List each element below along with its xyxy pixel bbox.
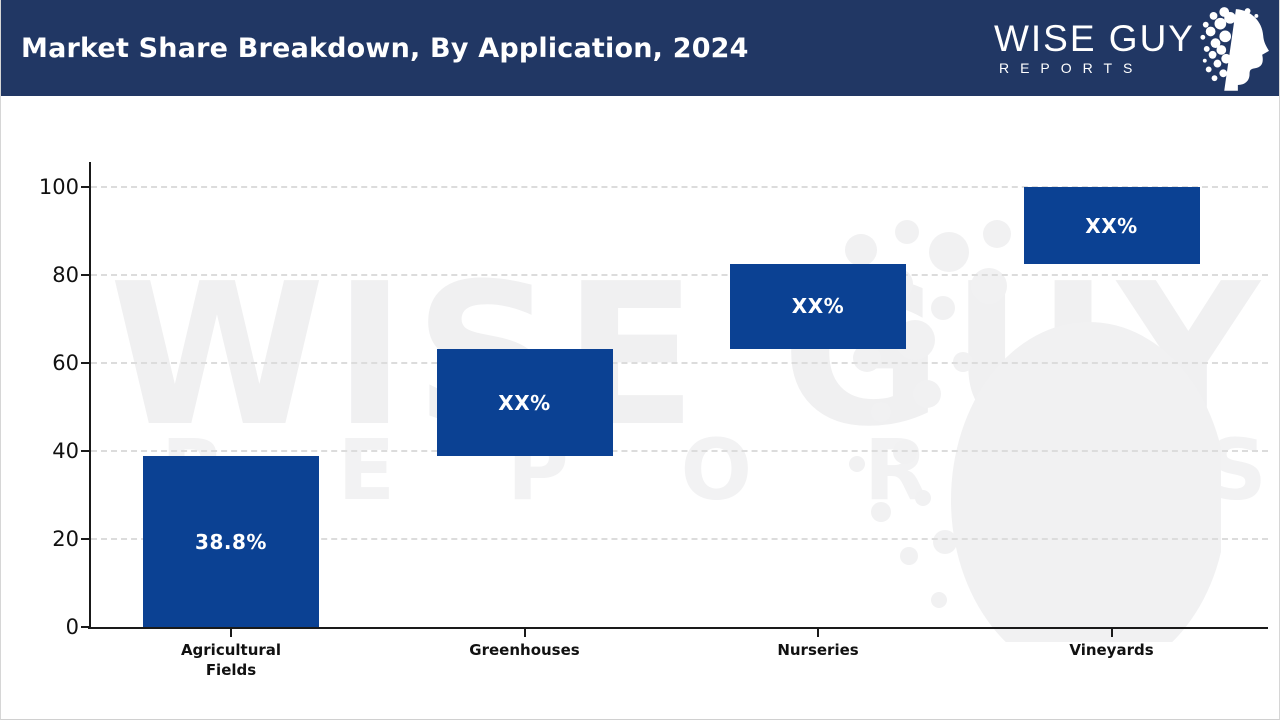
- header-bar: Market Share Breakdown, By Application, …: [1, 0, 1279, 96]
- y-tick-label-80: 80: [52, 263, 79, 287]
- gridline-60: [91, 362, 1268, 364]
- bar-vineyards[interactable]: XX%: [1023, 187, 1200, 264]
- y-tick-label-40: 40: [52, 439, 79, 463]
- bar-agricultural-fields[interactable]: 38.8%: [143, 456, 319, 627]
- y-tick-label-0: 0: [65, 615, 79, 639]
- y-axis-line: [89, 162, 91, 629]
- y-tick-mark-0: [81, 626, 89, 628]
- x-category-label-nurseries: Nurseries: [777, 641, 859, 659]
- gridline-80: [91, 274, 1268, 276]
- bar-value-label: XX%: [498, 390, 551, 415]
- brand-logo-text: WISE GUY REPORTS: [994, 20, 1195, 76]
- bar-value-label: XX%: [791, 294, 845, 319]
- x-category-label-vineyards: Vineyards: [1069, 641, 1154, 659]
- x-category-label-agricultural-fields: Agricultural Fields: [180, 641, 282, 679]
- x-tick-mark-vineyards: [1110, 629, 1113, 637]
- x-tick-mark-agricultural-fields: [230, 629, 232, 637]
- gridline-20: [91, 538, 1268, 540]
- y-tick-mark-80: [81, 274, 89, 276]
- y-tick-label-20: 20: [52, 527, 79, 551]
- brand-subtitle: REPORTS: [998, 60, 1144, 76]
- y-tick-mark-100: [81, 186, 89, 188]
- brand-name: WISE GUY: [993, 18, 1195, 59]
- x-category-label-greenhouses: Greenhouses: [469, 641, 580, 659]
- y-tick-mark-20: [81, 538, 89, 540]
- x-tick-mark-greenhouses: [523, 629, 526, 637]
- y-tick-mark-60: [81, 362, 89, 364]
- page-title: Market Share Breakdown, By Application, …: [21, 32, 749, 64]
- y-tick-mark-40: [81, 450, 89, 452]
- brand-head-icon: [1200, 7, 1269, 91]
- y-tick-label-100: 100: [38, 175, 79, 199]
- y-tick-label-60: 60: [52, 351, 79, 375]
- bar-nurseries[interactable]: XX%: [730, 264, 906, 349]
- x-axis-line: [88, 627, 1268, 629]
- bar-value-label: XX%: [1085, 213, 1138, 238]
- brand-logo: WISE GUY REPORTS: [994, 5, 1279, 91]
- bar-greenhouses[interactable]: XX%: [436, 348, 613, 457]
- bar-value-label: 38.8%: [195, 529, 267, 554]
- gridline-40: [91, 450, 1268, 452]
- x-tick-mark-nurseries: [817, 629, 819, 637]
- gridline-100: [91, 186, 1268, 188]
